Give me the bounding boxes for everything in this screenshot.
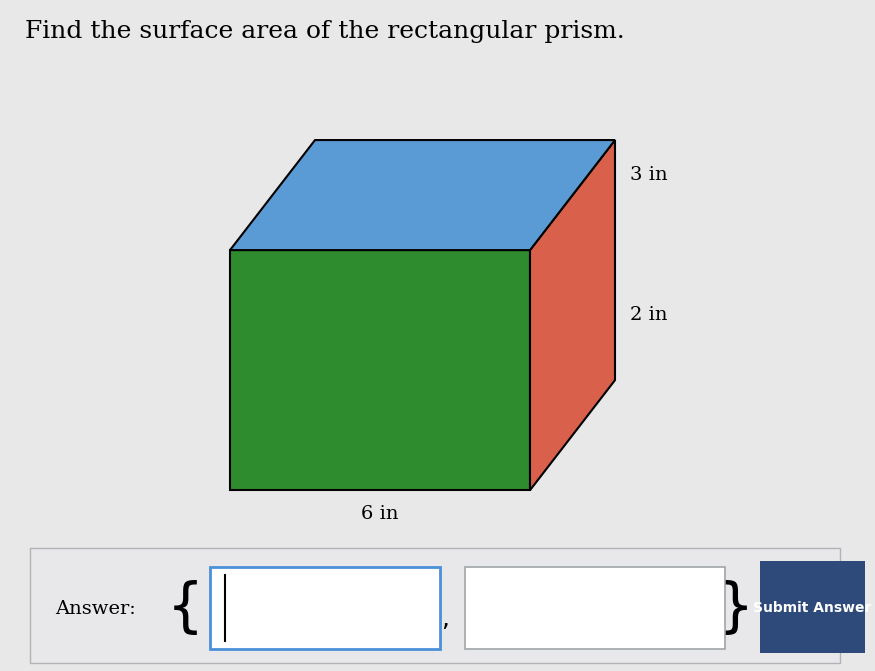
FancyBboxPatch shape [760,561,865,653]
Polygon shape [530,140,615,491]
Text: 6 in: 6 in [361,505,399,523]
Text: {: { [166,580,204,637]
Text: }: } [717,580,753,637]
Text: ,: , [441,607,449,631]
FancyBboxPatch shape [465,567,725,649]
Text: Find the surface area of the rectangular prism.: Find the surface area of the rectangular… [25,20,625,43]
Polygon shape [230,140,615,250]
FancyBboxPatch shape [210,567,440,649]
Text: 3 in: 3 in [630,166,668,184]
FancyBboxPatch shape [30,548,840,663]
Text: Submit Answer: Submit Answer [753,601,872,615]
Polygon shape [230,250,530,491]
Text: 2 in: 2 in [630,306,668,324]
Text: Answer:: Answer: [55,600,136,618]
